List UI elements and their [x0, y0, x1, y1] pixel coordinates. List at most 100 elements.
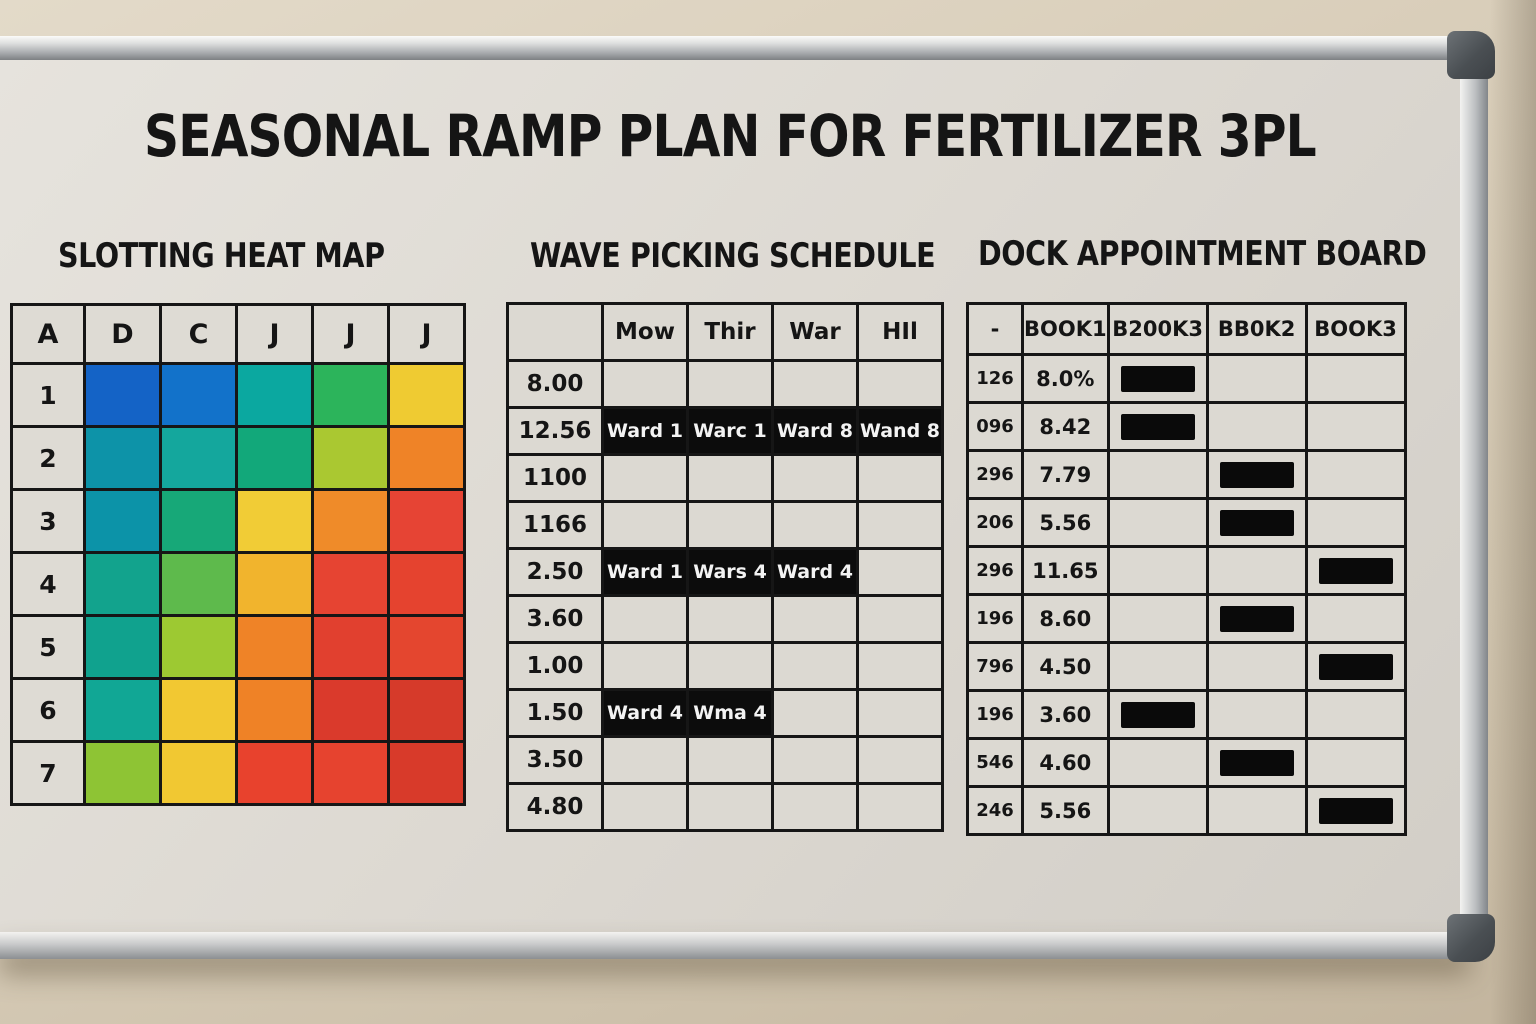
dock-value-cell: 5.56 — [1021, 497, 1110, 548]
heatmap-row-label: 6 — [10, 677, 86, 743]
dock-slot-cell — [1106, 497, 1209, 548]
heatmap-cell — [387, 362, 466, 428]
heatmap-cell — [83, 425, 162, 491]
heatmap-cell — [387, 425, 466, 491]
dock-slot-cell — [1304, 449, 1407, 500]
dock-id-cell: 196 — [966, 689, 1024, 740]
dock-id-cell: 096 — [966, 401, 1024, 452]
heatmap-cell — [83, 677, 162, 743]
appointment-bar — [1120, 365, 1195, 392]
dock-slot-cell — [1106, 641, 1209, 692]
dock-slot-cell — [1205, 497, 1308, 548]
wave-slot-cell — [771, 500, 859, 550]
wave-time-cell: 4.80 — [506, 782, 604, 832]
dock-slot-cell — [1205, 641, 1308, 692]
heatmap-cell — [159, 551, 238, 617]
dock-slot-cell — [1106, 593, 1209, 644]
dock-value-cell: 4.60 — [1021, 737, 1110, 788]
dock-table: - BOOK1 B200K3 BB0K2 BOOK3 126 8.0% 096 8.42 296 7… — [966, 302, 1407, 836]
wave-time-cell: 8.00 — [506, 359, 604, 409]
wave-slot-cell — [856, 594, 944, 644]
whiteboard-frame-top — [0, 36, 1470, 60]
dock-id-cell: 126 — [966, 353, 1024, 404]
wave-slot-cell — [601, 453, 689, 503]
dock-id-cell: 196 — [966, 593, 1024, 644]
wave-slot-cell — [601, 594, 689, 644]
heatmap-row-label: 3 — [10, 488, 86, 554]
heatmap-cell — [83, 362, 162, 428]
wave-slot-cell — [856, 500, 944, 550]
wave-slot-cell — [856, 688, 944, 738]
wave-ward-block: Ward 4 — [771, 547, 859, 597]
dock-slot-cell — [1106, 785, 1209, 836]
dock-value-cell: 11.65 — [1021, 545, 1110, 596]
frame-corner-cap-top-right — [1447, 31, 1495, 79]
appointment-bar — [1219, 509, 1294, 536]
appointment-bar — [1120, 701, 1195, 728]
heatmap-cell — [83, 740, 162, 806]
heatmap-row-label: 5 — [10, 614, 86, 680]
appointment-bar — [1318, 557, 1393, 584]
dock-slot-cell — [1304, 353, 1407, 404]
dock-slot-cell — [1106, 737, 1209, 788]
wave-ward-block: Ward 4 — [601, 688, 689, 738]
dock-slot-cell — [1304, 401, 1407, 452]
heatmap-cell — [235, 551, 314, 617]
heatmap-cell — [311, 677, 390, 743]
wave-time-cell: 1.50 — [506, 688, 604, 738]
wave-time-cell: 1100 — [506, 453, 604, 503]
appointment-bar — [1318, 797, 1393, 824]
dock-id-cell: 296 — [966, 449, 1024, 500]
dock-slot-cell — [1106, 689, 1209, 740]
wave-slot-cell — [856, 735, 944, 785]
heatmap-cell — [159, 425, 238, 491]
wave-time-cell: 1166 — [506, 500, 604, 550]
dock-slot-cell — [1106, 353, 1209, 404]
wave-slot-cell — [771, 688, 859, 738]
appointment-bar — [1219, 605, 1294, 632]
wave-ward-block: Wma 4 — [686, 688, 774, 738]
dock-slot-cell — [1304, 593, 1407, 644]
dock-slot-cell — [1304, 497, 1407, 548]
dock-value-cell: 8.42 — [1021, 401, 1110, 452]
heatmap-cell — [159, 488, 238, 554]
dock-slot-cell — [1205, 737, 1308, 788]
dock-slot-cell — [1205, 593, 1308, 644]
wave-slot-cell — [686, 594, 774, 644]
wave-day-header: Mow — [601, 302, 689, 362]
heatmap-cell — [311, 425, 390, 491]
heatmap-row-label: 1 — [10, 362, 86, 428]
wave-time-header — [506, 302, 604, 362]
heatmap-col-header: C — [159, 303, 238, 365]
heatmap-cell — [387, 488, 466, 554]
heatmap-cell — [311, 740, 390, 806]
dock-slot-cell — [1304, 785, 1407, 836]
wave-time-cell: 1.00 — [506, 641, 604, 691]
dock-col-header: - — [966, 302, 1024, 356]
heatmap-cell — [83, 551, 162, 617]
wave-time-cell: 12.56 — [506, 406, 604, 456]
heatmap-cell — [159, 677, 238, 743]
dock-slot-cell — [1106, 401, 1209, 452]
dock-value-cell: 3.60 — [1021, 689, 1110, 740]
wave-slot-cell — [601, 500, 689, 550]
appointment-bar — [1219, 749, 1294, 776]
wave-slot-cell — [686, 641, 774, 691]
heatmap-cell — [387, 551, 466, 617]
dock-slot-cell — [1304, 689, 1407, 740]
wave-day-header: HIl — [856, 302, 944, 362]
heatmap-cell — [235, 740, 314, 806]
heatmap-col-header: D — [83, 303, 162, 365]
heatmap-cell — [311, 551, 390, 617]
dock-col-header: BOOK3 — [1304, 302, 1407, 356]
wave-slot-cell — [601, 641, 689, 691]
dock-slot-cell — [1205, 401, 1308, 452]
wave-slot-cell — [771, 782, 859, 832]
dock-slot-cell — [1304, 545, 1407, 596]
wave-slot-cell — [771, 359, 859, 409]
wave-table: Mow Thir War HIl 8.00 12.56 Ward 1 Warc 1 Ward 8… — [506, 302, 944, 832]
wall-shadow — [1490, 0, 1536, 1024]
wave-ward-block: Ward 8 — [771, 406, 859, 456]
